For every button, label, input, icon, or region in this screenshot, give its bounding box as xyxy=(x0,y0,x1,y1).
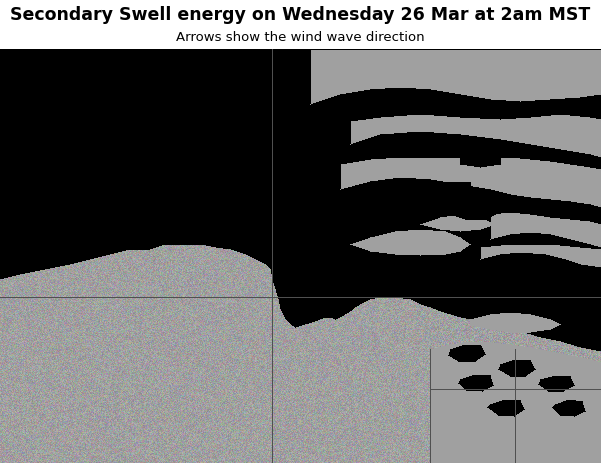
Text: Arrows show the wind wave direction: Arrows show the wind wave direction xyxy=(176,31,425,44)
Text: Secondary Swell energy on Wednesday 26 Mar at 2am MST: Secondary Swell energy on Wednesday 26 M… xyxy=(10,6,591,24)
